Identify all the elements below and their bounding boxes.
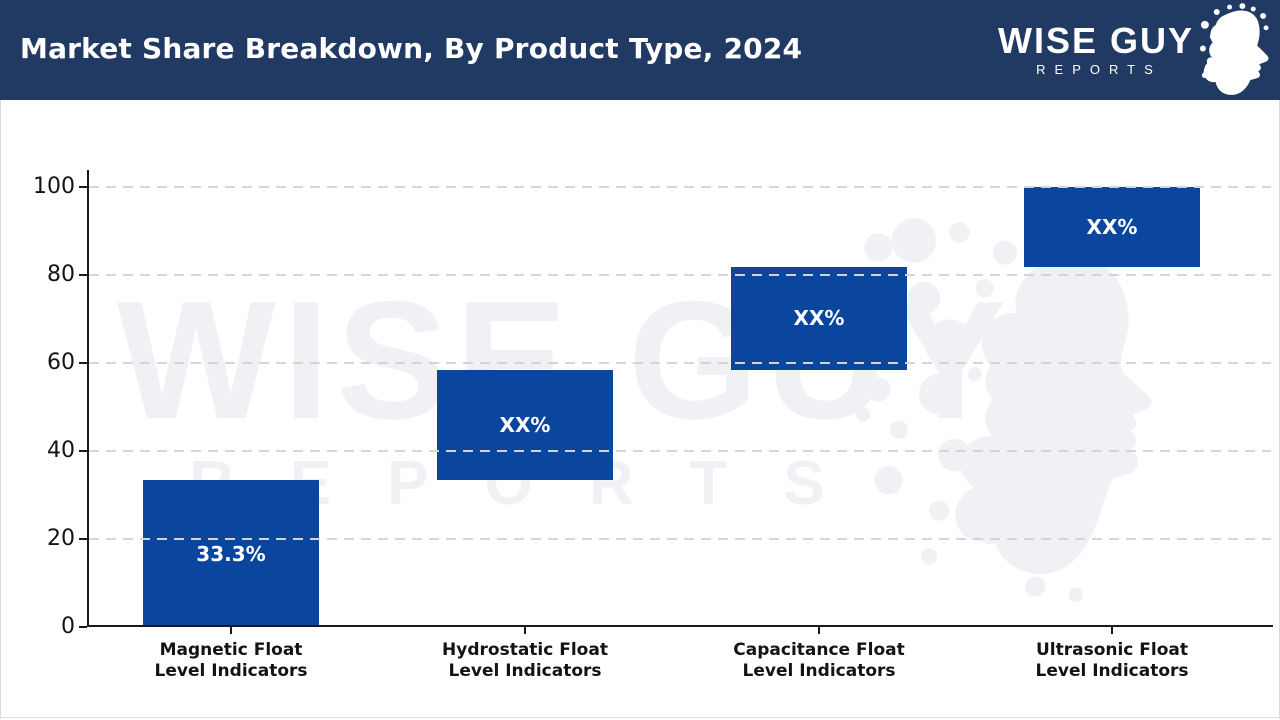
bar: XX% xyxy=(437,369,613,481)
y-tick xyxy=(79,626,87,628)
y-tick-label: 0 xyxy=(61,614,75,639)
y-tick-label: 20 xyxy=(47,526,75,551)
y-axis xyxy=(87,170,89,627)
bar-value-label: XX% xyxy=(1086,214,1138,239)
x-tick xyxy=(230,627,232,634)
category-label: Capacitance Float Level Indicators xyxy=(733,640,905,681)
header-bar: Market Share Breakdown, By Product Type,… xyxy=(0,0,1280,100)
brand-face-icon xyxy=(1199,3,1269,95)
category-label: Hydrostatic Float Level Indicators xyxy=(442,640,608,681)
category-label: Ultrasonic Float Level Indicators xyxy=(1035,640,1189,681)
brand-subtitle: REPORTS xyxy=(1036,62,1162,77)
gridline xyxy=(89,274,1271,276)
x-tick xyxy=(818,627,820,634)
bar-value-label: XX% xyxy=(793,306,845,331)
y-tick-label: 100 xyxy=(33,174,75,199)
bar-value-label: 33.3% xyxy=(196,541,266,566)
y-tick xyxy=(79,274,87,276)
bar-value-label: XX% xyxy=(499,413,551,438)
page-title: Market Share Breakdown, By Product Type,… xyxy=(20,32,803,66)
x-axis xyxy=(87,625,1273,627)
gridline xyxy=(89,362,1271,364)
brand-logo: WISE GUY REPORTS xyxy=(998,0,1270,100)
gridline xyxy=(89,538,1271,540)
gridline xyxy=(89,450,1271,452)
y-tick xyxy=(79,186,87,188)
y-tick xyxy=(79,362,87,364)
category-label: Magnetic Float Level Indicators xyxy=(154,640,308,681)
y-tick xyxy=(79,538,87,540)
y-tick xyxy=(79,450,87,452)
x-tick xyxy=(1111,627,1113,634)
x-tick xyxy=(524,627,526,634)
chart-area: WISE GUY REPORTS 0 20 40 60 80 100 33.3% Magnet… xyxy=(0,100,1280,718)
bar: XX% xyxy=(731,266,907,370)
gridline xyxy=(89,186,1271,188)
bar: XX% xyxy=(1024,187,1200,267)
brand-name: WISE GUY xyxy=(997,20,1194,61)
y-tick-label: 40 xyxy=(47,438,75,463)
bar: 33.3% xyxy=(143,480,319,627)
y-tick-label: 60 xyxy=(47,350,75,375)
brand-wordmark: WISE GUY REPORTS xyxy=(997,20,1194,78)
y-tick-label: 80 xyxy=(47,262,75,287)
watermark-face-icon xyxy=(855,218,1152,602)
